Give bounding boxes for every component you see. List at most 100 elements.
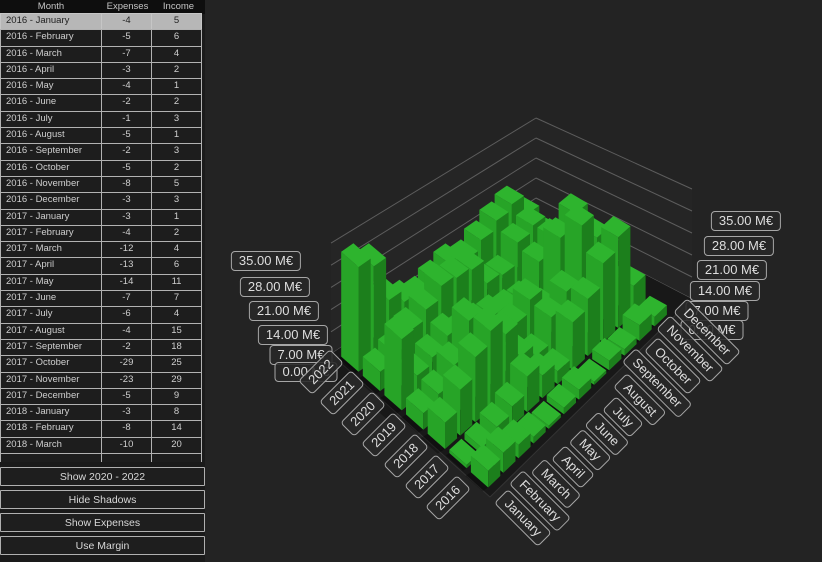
bar-2017-August[interactable]: [572, 311, 585, 371]
bar-2022-January[interactable]: [341, 243, 371, 267]
bar-2017-February[interactable]: [464, 432, 482, 455]
table-row[interactable]: 2017 - December -5 9: [0, 387, 205, 406]
bar-2022-February[interactable]: [373, 257, 387, 361]
bar-2016-July[interactable]: [561, 366, 592, 390]
bar-2016-November[interactable]: [639, 313, 652, 341]
show-expenses-button[interactable]: Show Expenses: [0, 513, 205, 533]
table-row[interactable]: 2016 - June -2 2: [0, 94, 205, 112]
bar-2017-November[interactable]: [601, 216, 631, 238]
table-row[interactable]: 2018 - March -10 20: [0, 436, 205, 455]
bar-2020-January[interactable]: [384, 323, 402, 411]
bar-2021-September[interactable]: [485, 254, 515, 275]
bar-2016-April[interactable]: [516, 411, 546, 437]
table-row[interactable]: 2018 - January -3 8: [0, 404, 205, 422]
bar-2018-March[interactable]: [475, 346, 488, 423]
bar-2017-October[interactable]: [586, 241, 616, 264]
bar-2017-April[interactable]: [494, 381, 525, 407]
bar-2016-November[interactable]: [622, 303, 652, 326]
bar-2016-February[interactable]: [503, 441, 516, 473]
bar-2022-January[interactable]: [341, 251, 359, 372]
bar-2017-October[interactable]: [603, 252, 616, 342]
bar-2022-November[interactable]: [494, 185, 524, 205]
bar-2017-November[interactable]: [618, 226, 631, 328]
hide-shadows-button[interactable]: Hide Shadows: [0, 490, 205, 510]
bar-2016-March[interactable]: [501, 419, 531, 445]
bar-2019-April[interactable]: [451, 297, 482, 321]
table-row[interactable]: 2017 - April -13 6: [0, 257, 205, 275]
bar-2020-January[interactable]: [401, 329, 414, 411]
bar-2021-May[interactable]: [424, 263, 454, 286]
bar-2017-June[interactable]: [525, 351, 555, 376]
bar-2018-January[interactable]: [427, 407, 445, 449]
bar-2016-September[interactable]: [592, 349, 610, 371]
table-row[interactable]: 2016 - September -2 3: [0, 143, 205, 161]
table-row[interactable]: 2016 - November -8 5: [0, 175, 205, 194]
bar-2016-June[interactable]: [563, 396, 576, 415]
bar-2019-August[interactable]: [512, 278, 543, 300]
bar-2022-October[interactable]: [479, 201, 509, 221]
table-row[interactable]: 2016 - May -4 1: [0, 78, 205, 96]
bar-2016-December[interactable]: [637, 295, 667, 317]
bar-2021-June[interactable]: [439, 256, 469, 278]
table-row[interactable]: 2016 - October -5 2: [0, 159, 205, 177]
bar-2017-July[interactable]: [557, 360, 570, 385]
bar-2016-November[interactable]: [622, 314, 640, 341]
bar-2018-April[interactable]: [490, 320, 503, 409]
bar-2016-January[interactable]: [470, 455, 489, 488]
bar-2021-October[interactable]: [500, 222, 530, 243]
bar-2016-September[interactable]: [609, 349, 622, 371]
bar-2016-August[interactable]: [594, 370, 607, 385]
show-2020-2022-button[interactable]: Show 2020 - 2022: [0, 467, 205, 487]
bar-2021-January[interactable]: [362, 356, 381, 392]
table-row[interactable]: 2016 - July -1 3: [0, 110, 205, 129]
bar-2016-July[interactable]: [561, 377, 579, 400]
table-row[interactable]: 2016 - January -4 5: [0, 13, 205, 31]
bar-2022-February[interactable]: [356, 243, 387, 267]
table-row[interactable]: 2017 - October -29 25: [0, 355, 205, 373]
bar-2021-November[interactable]: [516, 206, 546, 226]
bar-2017-July[interactable]: [540, 348, 570, 372]
table-row[interactable]: 2017 - May -14 11: [0, 273, 205, 292]
table-row[interactable]: 2016 - March -7 4: [0, 45, 205, 63]
bar-2017-April[interactable]: [512, 395, 525, 427]
bar-2020-January[interactable]: [384, 314, 414, 340]
table-row[interactable]: 2016 - April -3 2: [0, 61, 205, 80]
bar-2020-July[interactable]: [476, 294, 506, 316]
bar-2019-July[interactable]: [497, 302, 527, 325]
table-row[interactable]: 2017 - September -2 18: [0, 338, 205, 357]
bar-2016-August[interactable]: [577, 358, 607, 382]
bar-2018-April[interactable]: [473, 306, 503, 331]
table-row[interactable]: 2017 - June -7 7: [0, 290, 205, 308]
bar-2017-March[interactable]: [479, 401, 510, 427]
table-row[interactable]: 2016 - August -5 1: [0, 127, 205, 145]
table-row[interactable]: 2018 - February -8 14: [0, 420, 205, 438]
chart-3d-viewport[interactable]: [205, 0, 822, 562]
bar-2016-May[interactable]: [548, 414, 561, 429]
bar-2021-July[interactable]: [454, 248, 485, 270]
table-row[interactable]: 2017 - November -23 29: [0, 371, 205, 389]
table-row[interactable]: 2017 - March -12 4: [0, 241, 205, 259]
bar-2021-March[interactable]: [393, 307, 423, 331]
bar-2018-October[interactable]: [564, 204, 594, 226]
table-row[interactable]: 2017 - February -4 2: [0, 224, 205, 243]
bar-2016-October[interactable]: [607, 327, 637, 350]
bar-2016-May[interactable]: [531, 400, 561, 426]
bar-2017-September[interactable]: [570, 276, 601, 299]
table-row[interactable]: 2017 - January -3 1: [0, 208, 205, 226]
table-row[interactable]: 2017 - July -6 4: [0, 306, 205, 324]
bar-2018-February[interactable]: [442, 364, 473, 390]
bar-2016-June[interactable]: [546, 395, 564, 415]
bar-2016-February[interactable]: [486, 426, 516, 453]
bar-2016-June[interactable]: [546, 383, 576, 408]
table-row[interactable]: 2016 - February -5 6: [0, 29, 205, 47]
bar-2022-September[interactable]: [464, 220, 494, 240]
bar-2018-March[interactable]: [458, 332, 488, 357]
bar-2017-January[interactable]: [449, 449, 467, 469]
bar-2021-April[interactable]: [408, 286, 439, 310]
bar-2016-April[interactable]: [533, 425, 546, 444]
bar-2016-January[interactable]: [470, 443, 501, 471]
bar-2018-July[interactable]: [519, 333, 549, 356]
bar-2016-March[interactable]: [518, 433, 531, 459]
bar-2019-January[interactable]: [406, 398, 424, 430]
bar-2017-September[interactable]: [587, 287, 601, 356]
